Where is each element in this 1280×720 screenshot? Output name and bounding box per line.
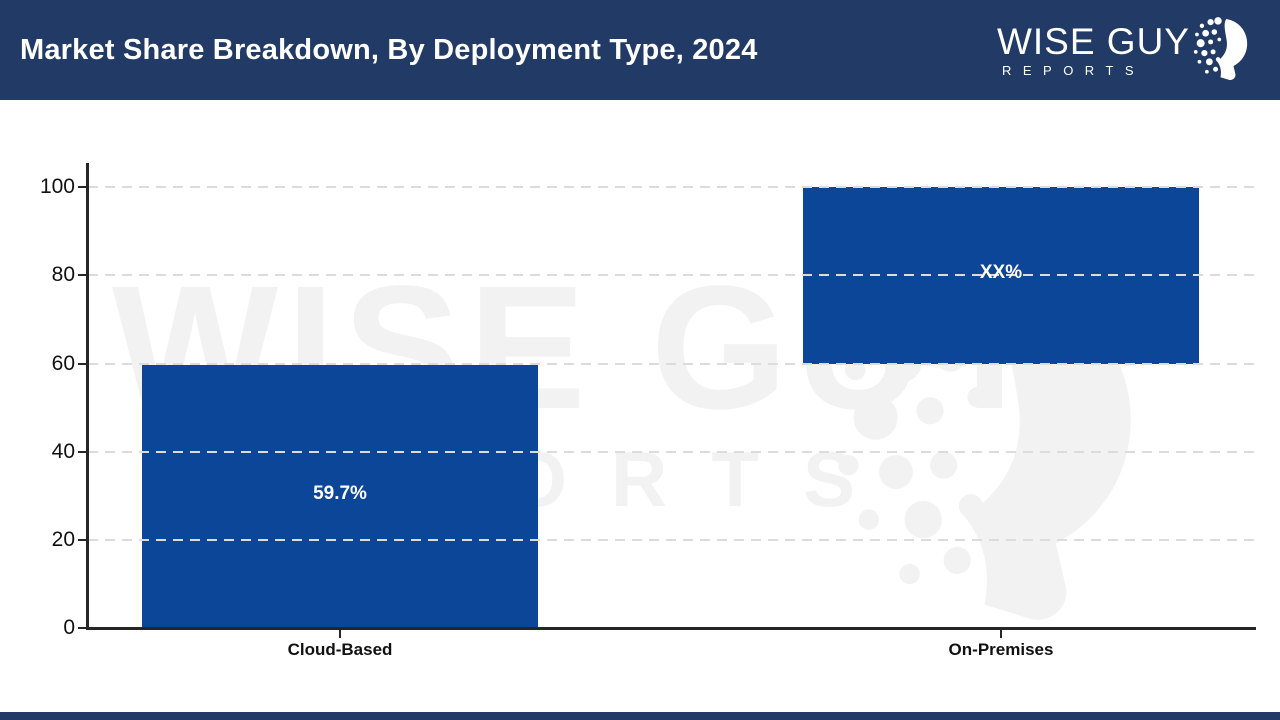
y-tick-mark-60 [78,362,86,365]
y-tick-mark-80 [78,274,86,277]
y-tick-label-0: 0 [63,616,75,639]
y-tick-mark-100 [78,186,86,189]
logo-wordmark-line1: WISE GUY [996,21,1190,62]
x-category-label-cloud-based: Cloud-Based [287,640,393,659]
x-tick-mark-cloud-based [339,630,341,638]
wise-guy-logo: WISE GUY REPORTS [997,14,1254,86]
y-tick-mark-0 [78,627,86,629]
y-tick-label-40: 40 [51,439,75,463]
gridline-100 [88,186,1256,189]
y-tick-label-80: 80 [51,263,75,287]
logo-wordmark: WISE GUY REPORTS [997,23,1190,77]
logo-face-icon [1193,17,1248,81]
gridline-60 [88,362,1256,365]
bar-cloud-based [142,364,538,628]
bar-value-label-cloud-based: 59.7% [313,483,367,505]
page-title: Market Share Breakdown, By Deployment Ty… [20,33,758,66]
y-tick-mark-20 [78,538,86,541]
header-bar: Market Share Breakdown, By Deployment Ty… [0,0,1280,100]
gridline-80 [88,274,1256,277]
gridline-20 [88,538,1256,541]
y-axis-line [86,163,89,630]
footer-bar [0,712,1280,720]
x-category-label-on-premises: On-Premises [948,640,1054,659]
y-tick-label-60: 60 [51,351,75,375]
x-axis-line [86,627,1256,630]
y-tick-mark-40 [78,450,86,453]
gridline-40 [88,450,1256,453]
y-tick-label-100: 100 [39,175,75,199]
y-tick-label-20: 20 [51,527,75,551]
logo-wordmark-line2: REPORTS [1001,63,1146,78]
x-tick-mark-on-premises [1000,630,1002,638]
bar-value-label-on-premises: XX% [979,262,1023,284]
